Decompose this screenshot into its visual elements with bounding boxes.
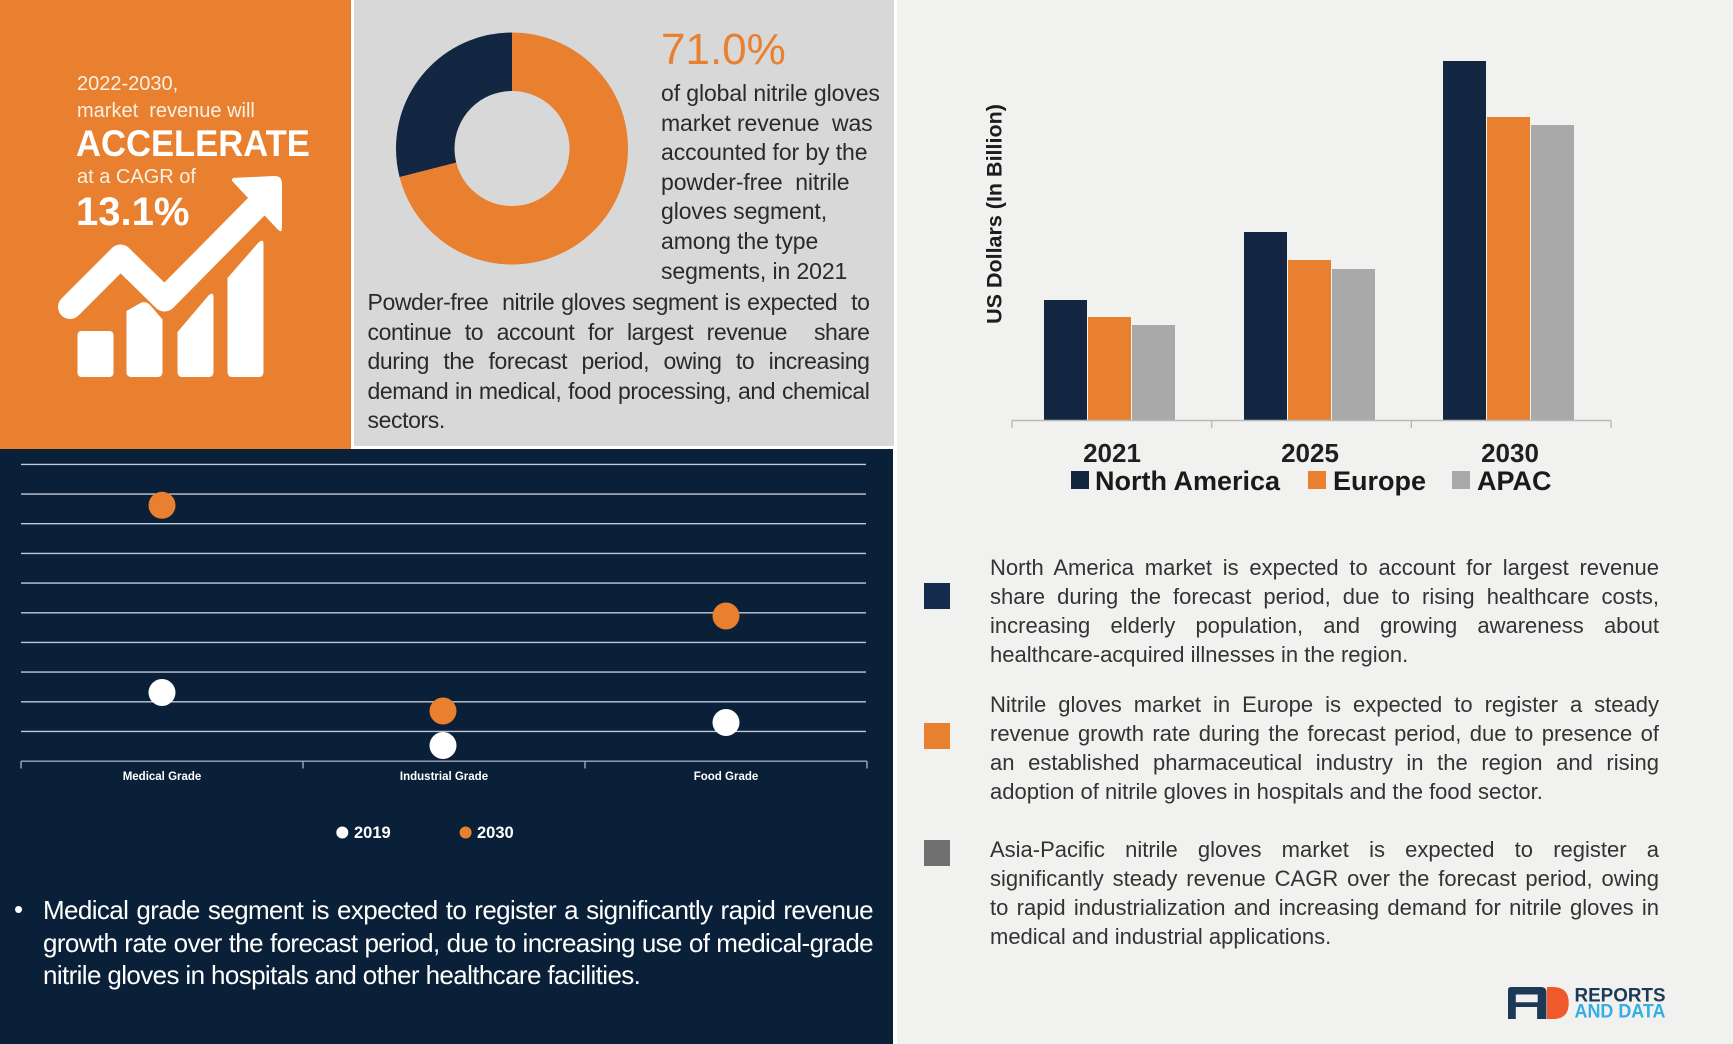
svg-text:AND DATA: AND DATA bbox=[1575, 1001, 1666, 1022]
svg-text:REPORTS: REPORTS bbox=[1575, 987, 1666, 1006]
